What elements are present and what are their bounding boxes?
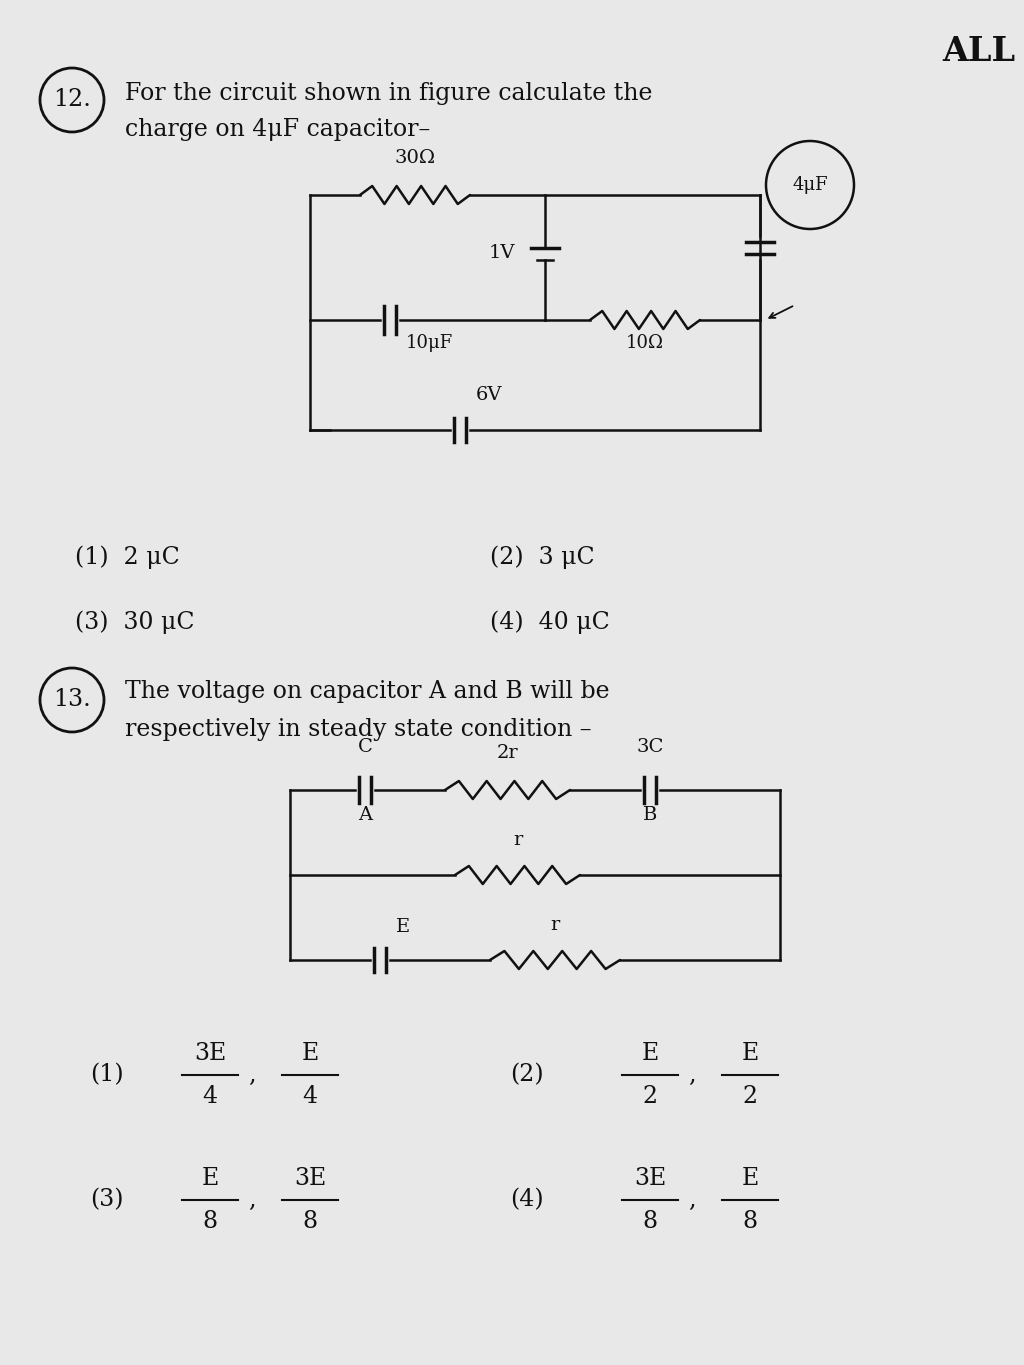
Text: ALL: ALL xyxy=(942,35,1015,68)
Text: E: E xyxy=(741,1167,759,1190)
Text: 4: 4 xyxy=(203,1085,217,1108)
Text: 3E: 3E xyxy=(294,1167,326,1190)
Text: (1)  2 μC: (1) 2 μC xyxy=(75,545,180,569)
Text: 13.: 13. xyxy=(53,688,91,711)
Text: 12.: 12. xyxy=(53,89,91,112)
Text: E: E xyxy=(202,1167,219,1190)
Text: 3C: 3C xyxy=(636,738,664,756)
Text: E: E xyxy=(741,1041,759,1065)
Text: 2: 2 xyxy=(742,1085,758,1108)
Text: 4: 4 xyxy=(302,1085,317,1108)
Text: ,: , xyxy=(248,1189,256,1212)
Text: (3): (3) xyxy=(90,1189,124,1212)
Text: (2)  3 μC: (2) 3 μC xyxy=(490,545,595,569)
Text: 30Ω: 30Ω xyxy=(394,149,435,167)
Text: E: E xyxy=(301,1041,318,1065)
Text: 4μF: 4μF xyxy=(793,176,827,194)
Text: r: r xyxy=(513,831,522,849)
Text: 8: 8 xyxy=(642,1209,657,1233)
Text: (4): (4) xyxy=(510,1189,544,1212)
Text: (3)  30 μC: (3) 30 μC xyxy=(75,610,195,633)
Text: 1V: 1V xyxy=(488,244,515,262)
Text: A: A xyxy=(358,805,372,824)
Text: 3E: 3E xyxy=(634,1167,667,1190)
Text: For the circuit shown in figure calculate the: For the circuit shown in figure calculat… xyxy=(125,82,652,105)
Text: 2r: 2r xyxy=(497,744,518,762)
Text: E: E xyxy=(396,919,411,936)
Text: (1): (1) xyxy=(90,1063,124,1087)
Text: 8: 8 xyxy=(203,1209,217,1233)
Text: 10Ω: 10Ω xyxy=(626,334,664,352)
Text: respectively in steady state condition –: respectively in steady state condition – xyxy=(125,718,592,741)
Text: ,: , xyxy=(688,1063,695,1087)
Text: ,: , xyxy=(688,1189,695,1212)
Text: 3E: 3E xyxy=(194,1041,226,1065)
Text: (4)  40 μC: (4) 40 μC xyxy=(490,610,609,633)
Text: (2): (2) xyxy=(510,1063,544,1087)
Text: C: C xyxy=(357,738,373,756)
Text: 8: 8 xyxy=(742,1209,758,1233)
Text: r: r xyxy=(550,916,560,934)
Text: 8: 8 xyxy=(302,1209,317,1233)
Text: B: B xyxy=(643,805,657,824)
Text: 10μF: 10μF xyxy=(406,334,454,352)
Text: The voltage on capacitor A and B will be: The voltage on capacitor A and B will be xyxy=(125,680,609,703)
Text: ,: , xyxy=(248,1063,256,1087)
Text: 6V: 6V xyxy=(476,386,503,404)
Text: 2: 2 xyxy=(642,1085,657,1108)
Text: charge on 4μF capacitor–: charge on 4μF capacitor– xyxy=(125,117,430,141)
Text: E: E xyxy=(641,1041,658,1065)
